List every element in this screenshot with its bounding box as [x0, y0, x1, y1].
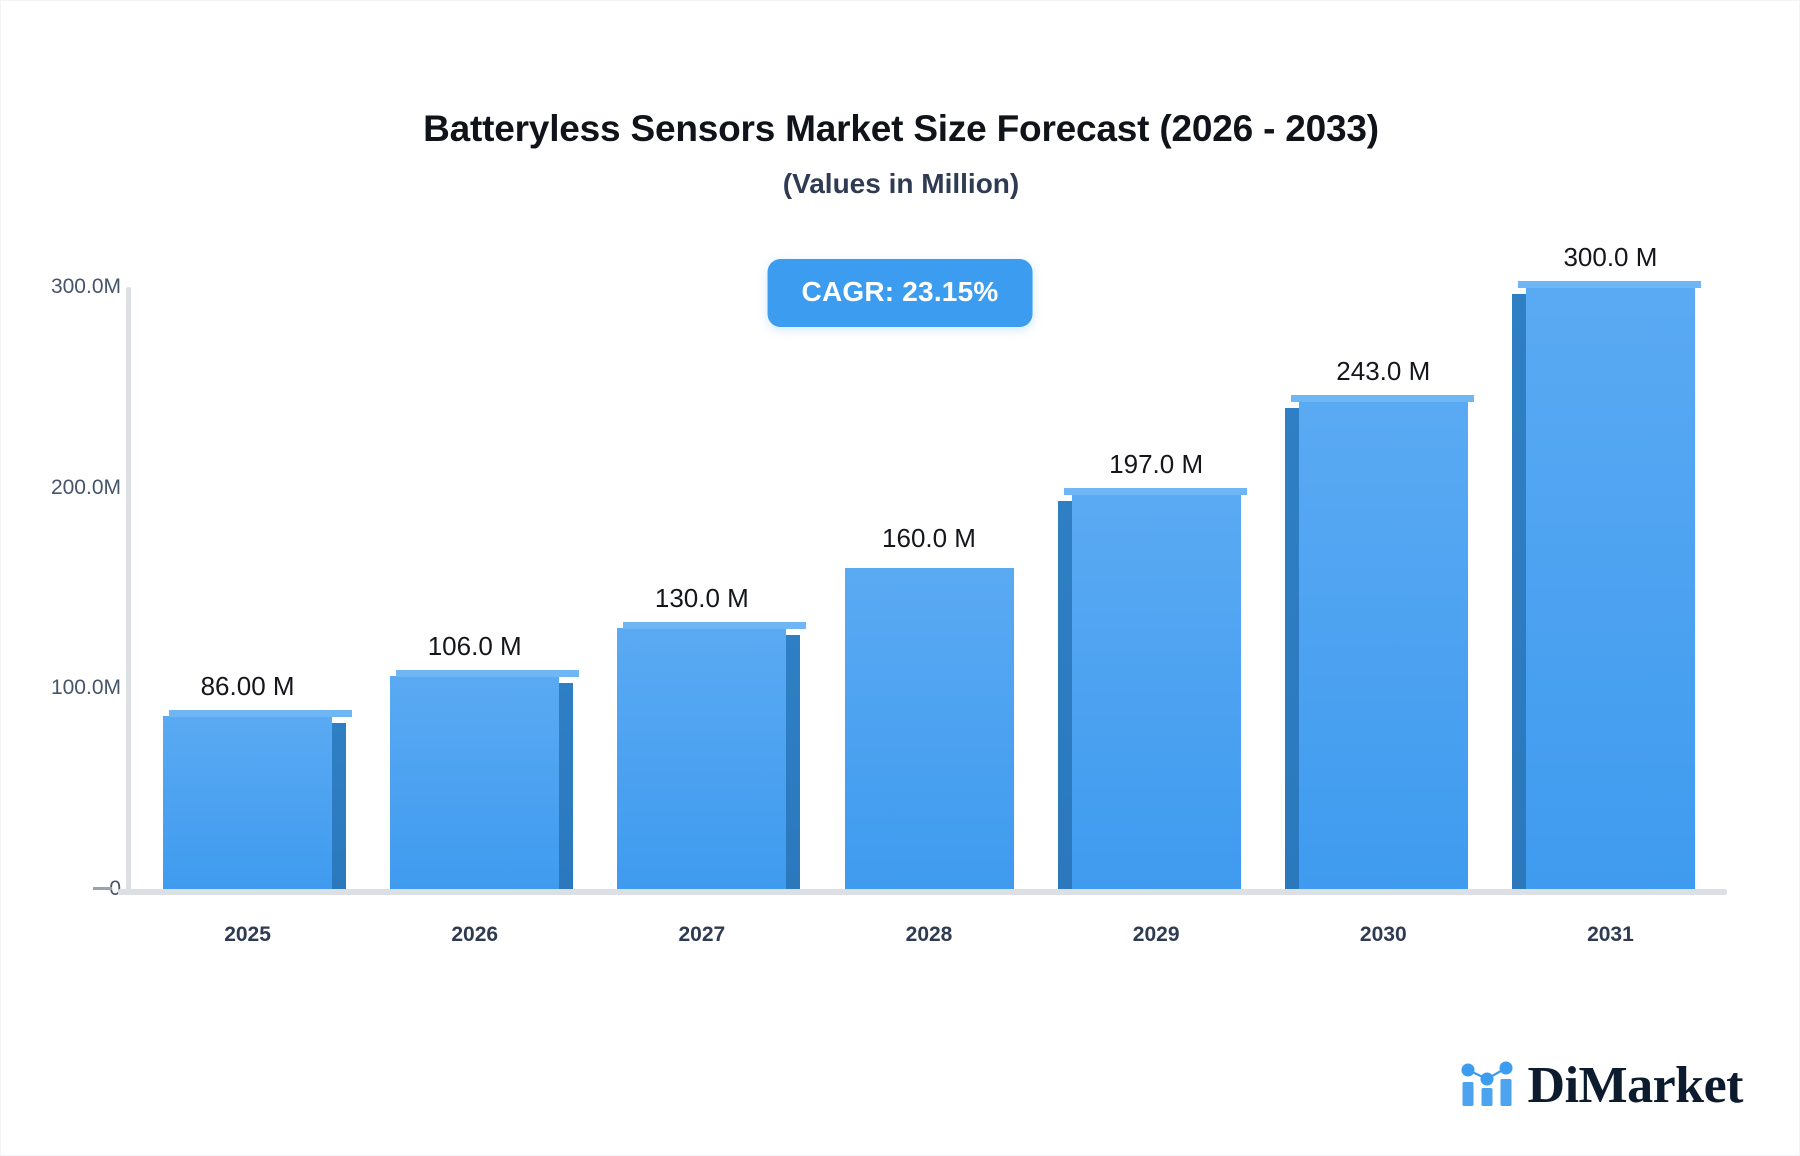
bar-value-label: 197.0 M — [1109, 448, 1204, 479]
bar-column[interactable]: 86.00 M — [163, 287, 353, 889]
bar-value-label: 243.0 M — [1336, 356, 1431, 387]
y-axis-tick-label: 100.0M — [50, 676, 121, 700]
bar-side-panel — [332, 723, 347, 889]
bar-top-bevel — [623, 622, 807, 630]
title-block: Batteryless Sensors Market Size Forecast… — [1, 108, 1799, 199]
bar-face — [1525, 287, 1695, 889]
bar-face — [163, 716, 333, 889]
page-title: Batteryless Sensors Market Size Forecast… — [423, 108, 1379, 149]
bar-top-bevel — [1517, 281, 1701, 288]
y-axis-line — [126, 287, 131, 891]
x-axis-tick-label: 2028 — [905, 923, 953, 946]
x-axis-tick-label: 2025 — [224, 923, 271, 946]
x-axis-tick-label: 2030 — [1359, 923, 1407, 946]
y-axis-tick-label: 200.0M — [50, 475, 121, 499]
y-axis-tick-label: 300.0M — [50, 275, 121, 298]
bar-face — [844, 567, 1014, 889]
bar-column[interactable]: 243.0 M — [1284, 287, 1474, 889]
y-axis-zero-tick — [93, 887, 112, 890]
brand-logo: DiMarket — [1460, 1056, 1744, 1114]
bar-value-label: 130.0 M — [654, 583, 749, 614]
bar-side-panel — [1511, 294, 1526, 889]
bar-face — [617, 628, 787, 889]
bar-face — [390, 676, 560, 889]
bar-top-bevel — [396, 670, 580, 678]
x-axis-tick-label: 2029 — [1132, 923, 1180, 946]
bar-side-panel — [1057, 500, 1072, 889]
bar-top-bevel — [1063, 487, 1247, 495]
plot-area: 86.00 M 106.0 M 130.0 M 160.0 M 197.0 M 243.0… — [93, 242, 1727, 895]
x-axis-tick-label: 2027 — [678, 923, 726, 946]
cagr-badge: CAGR: 23.15% — [767, 259, 1033, 327]
bar-side-panel — [1284, 408, 1299, 889]
bar-top-bevel — [1290, 395, 1474, 403]
y-axis-tick-label: 0 — [109, 877, 121, 900]
bar-side-panel — [786, 635, 801, 889]
bar-column[interactable]: 130.0 M — [617, 287, 807, 889]
chart-subtitle: (Values in Million) — [782, 167, 1020, 199]
bar-column[interactable]: 106.0 M — [390, 287, 580, 889]
x-axis-tick-label: 2026 — [451, 923, 499, 946]
bar-face — [1298, 401, 1468, 889]
bar-column[interactable]: 300.0 M — [1511, 242, 1701, 889]
bar-side-panel — [559, 683, 574, 889]
bar-column[interactable]: 160.0 M — [844, 287, 1014, 889]
x-axis-line — [118, 889, 1727, 895]
x-axis-tick-label: 2031 — [1587, 923, 1634, 946]
bar-value-label: 106.0 M — [427, 631, 522, 662]
logo-text: DiMarket — [1527, 1056, 1744, 1114]
bar-value-label: 160.0 M — [882, 522, 976, 553]
bar-top-bevel — [169, 710, 353, 718]
y-axis-labels: 0 100.0M 200.0M 300.0M — [1, 275, 121, 900]
bar-value-label: 300.0 M — [1563, 242, 1658, 272]
bar-face — [1071, 493, 1241, 889]
bar-value-label: 86.00 M — [200, 671, 295, 702]
bar-column[interactable]: 197.0 M — [1057, 287, 1247, 889]
bar-chart-icon — [1460, 1058, 1514, 1113]
